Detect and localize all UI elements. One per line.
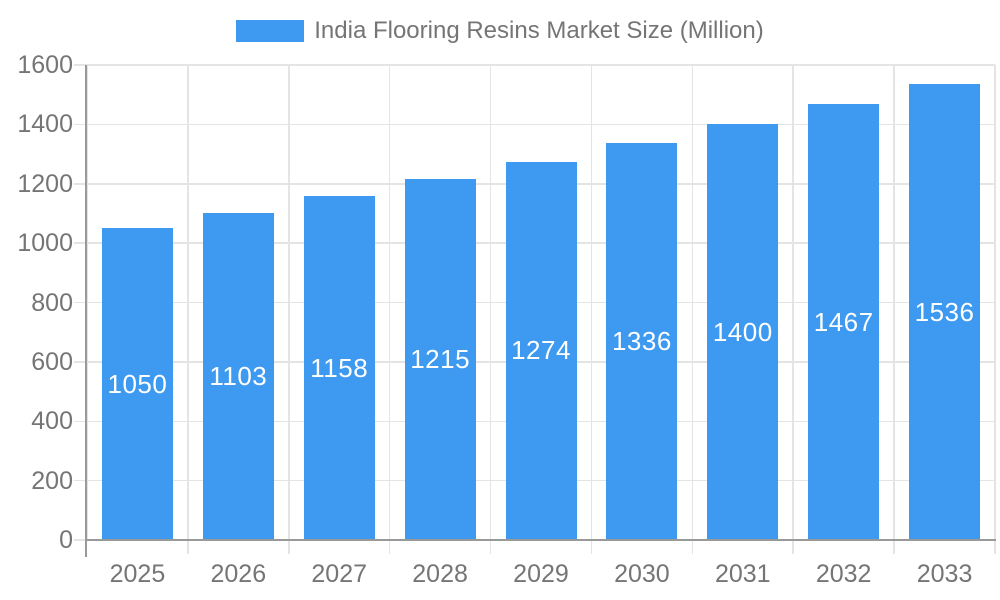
x-axis-tick-label: 2033 xyxy=(916,560,973,588)
y-tick xyxy=(74,64,87,66)
x-axis-tick-label: 2027 xyxy=(311,560,368,588)
x-axis-tick-label: 2028 xyxy=(412,560,468,588)
bar: 1274 xyxy=(505,161,577,540)
x-tick xyxy=(288,541,290,554)
bar-value-label: 1103 xyxy=(209,360,268,391)
x-axis-line xyxy=(85,539,996,541)
x-tick xyxy=(489,541,492,554)
h-gridline xyxy=(87,123,995,126)
y-axis-tick-label: 1200 xyxy=(17,169,73,198)
bar-value-label: 1274 xyxy=(511,335,571,366)
y-axis-tick-label: 1600 xyxy=(17,51,73,79)
x-tick xyxy=(691,541,694,554)
bar-value-label: 1158 xyxy=(310,352,369,383)
bar: 1467 xyxy=(808,104,880,540)
y-axis-line xyxy=(85,65,87,557)
y-tick xyxy=(74,420,87,422)
x-axis-tick-label: 2025 xyxy=(109,560,166,588)
bar-value-label: 1400 xyxy=(712,316,773,347)
x-tick xyxy=(792,541,794,554)
bar: 1215 xyxy=(404,179,476,540)
y-tick xyxy=(74,301,87,304)
bar-value-label: 1215 xyxy=(410,344,471,375)
y-tick xyxy=(74,123,87,126)
x-axis-tick-label: 2029 xyxy=(513,560,569,588)
x-tick xyxy=(388,541,391,554)
x-axis-tick-label: 2030 xyxy=(614,560,670,588)
x-axis-tick-label: 2026 xyxy=(210,560,267,588)
y-axis-tick-label: 0 xyxy=(59,526,73,554)
bar: 1103 xyxy=(202,212,274,540)
y-tick xyxy=(74,361,87,363)
v-gridline xyxy=(388,65,391,540)
bar-value-label: 1336 xyxy=(611,326,672,357)
x-axis-tick-label: 2032 xyxy=(815,560,872,588)
y-axis-tick-label: 1000 xyxy=(17,229,73,258)
v-gridline xyxy=(792,65,794,540)
bar: 1050 xyxy=(101,228,173,540)
v-gridline xyxy=(691,65,694,540)
y-tick xyxy=(74,539,87,541)
legend-label: India Flooring Resins Market Size (Milli… xyxy=(314,17,764,44)
y-tick xyxy=(74,242,87,244)
v-gridline xyxy=(187,65,189,540)
legend-item[interactable]: India Flooring Resins Market Size (Milli… xyxy=(236,17,764,44)
v-gridline xyxy=(288,65,290,540)
y-axis-tick-label: 1400 xyxy=(17,110,73,139)
y-axis-tick-label: 600 xyxy=(31,347,73,376)
y-axis-tick-label: 400 xyxy=(31,407,73,436)
y-axis-tick-label: 200 xyxy=(31,466,73,495)
v-gridline xyxy=(994,65,996,540)
bar: 1158 xyxy=(303,196,375,540)
y-tick xyxy=(74,183,87,185)
bar: 1536 xyxy=(909,84,981,540)
y-tick xyxy=(74,479,87,482)
x-tick xyxy=(187,541,189,554)
x-tick xyxy=(994,541,996,554)
bar-value-label: 1467 xyxy=(813,306,874,337)
bar: 1336 xyxy=(606,143,678,540)
v-gridline xyxy=(489,65,492,540)
legend-swatch-icon xyxy=(236,20,305,42)
v-gridline xyxy=(86,65,88,540)
x-tick xyxy=(893,541,895,554)
v-gridline xyxy=(893,65,895,540)
h-gridline xyxy=(87,64,995,66)
bar-value-label: 1536 xyxy=(914,296,975,327)
y-axis-tick-label: 800 xyxy=(31,288,73,317)
x-tick xyxy=(590,541,593,554)
legend: India Flooring Resins Market Size (Milli… xyxy=(0,18,1000,44)
v-gridline xyxy=(590,65,593,540)
x-axis-tick-label: 2031 xyxy=(714,560,771,588)
bar: 1400 xyxy=(707,124,779,540)
bar-value-label: 1050 xyxy=(107,368,168,399)
